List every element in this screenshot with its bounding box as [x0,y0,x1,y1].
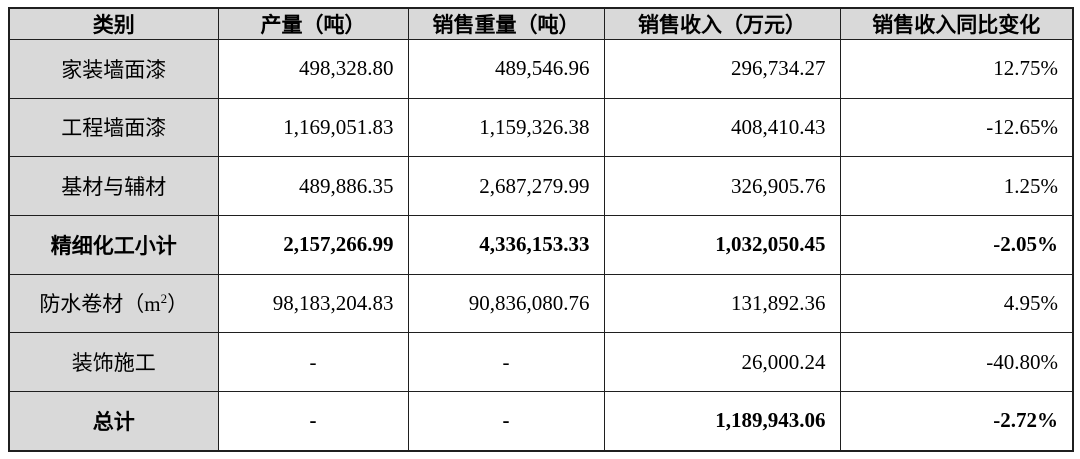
yoy-change-value: -12.65% [839,97,1074,158]
row-label-text: ） [167,292,189,317]
sales-revenue-value: 1,032,050.45 [603,214,841,275]
sales-weight-value: - [407,332,605,392]
sales-weight-value: 2,687,279.99 [407,156,605,216]
subtotal-row: 精细化工小计 2,157,266.99 4,336,153.33 1,032,0… [8,214,1074,275]
production-value: 489,886.35 [217,156,409,216]
yoy-change-value: -2.05% [839,214,1074,275]
row-label: 装饰施工 [8,332,219,392]
row-label: 总计 [8,390,219,452]
table-header-row: 类别 产量（吨） 销售重量（吨） 销售收入（万元） 销售收入同比变化 [8,7,1074,40]
header-sales-revenue: 销售收入（万元） [603,7,841,40]
sales-weight-value: - [407,390,605,452]
sales-revenue-value: 408,410.43 [603,97,841,158]
row-label-superscript: 2 [160,291,168,307]
production-value: 98,183,204.83 [217,273,409,334]
row-label: 基材与辅材 [8,156,219,216]
yoy-change-value: -40.80% [839,332,1074,392]
production-value: - [217,390,409,452]
table-row: 防水卷材（m2） 98,183,204.83 90,836,080.76 131… [8,273,1074,334]
total-row: 总计 - - 1,189,943.06 -2.72% [8,390,1074,452]
sales-weight-value: 1,159,326.38 [407,97,605,158]
sales-weight-value: 489,546.96 [407,39,605,99]
production-value: 1,169,051.83 [217,97,409,158]
row-label-text: 防水卷材（m [39,292,161,317]
table-row: 装饰施工 - - 26,000.24 -40.80% [8,332,1074,392]
sales-weight-value: 4,336,153.33 [407,214,605,275]
production-value: 498,328.80 [217,39,409,99]
sales-revenue-value: 296,734.27 [603,39,841,99]
sales-weight-value: 90,836,080.76 [407,273,605,334]
row-label: 防水卷材（m2） [8,273,219,334]
header-category: 类别 [8,7,219,40]
production-value: - [217,332,409,392]
header-production-tons: 产量（吨） [217,7,409,40]
table-row: 家装墙面漆 498,328.80 489,546.96 296,734.27 1… [8,39,1074,99]
row-label: 家装墙面漆 [8,39,219,99]
row-label: 工程墙面漆 [8,97,219,158]
sales-revenue-value: 26,000.24 [603,332,841,392]
sales-revenue-value: 131,892.36 [603,273,841,334]
header-yoy-change: 销售收入同比变化 [839,7,1074,40]
production-sales-table: 类别 产量（吨） 销售重量（吨） 销售收入（万元） 销售收入同比变化 家装墙面漆… [8,7,1074,452]
sales-revenue-value: 1,189,943.06 [603,390,841,452]
production-value: 2,157,266.99 [217,214,409,275]
table-row: 工程墙面漆 1,169,051.83 1,159,326.38 408,410.… [8,97,1074,158]
yoy-change-value: 4.95% [839,273,1074,334]
yoy-change-value: -2.72% [839,390,1074,452]
sales-revenue-value: 326,905.76 [603,156,841,216]
yoy-change-value: 12.75% [839,39,1074,99]
yoy-change-value: 1.25% [839,156,1074,216]
row-label: 精细化工小计 [8,214,219,275]
table-row: 基材与辅材 489,886.35 2,687,279.99 326,905.76… [8,156,1074,216]
header-sales-weight-tons: 销售重量（吨） [407,7,605,40]
